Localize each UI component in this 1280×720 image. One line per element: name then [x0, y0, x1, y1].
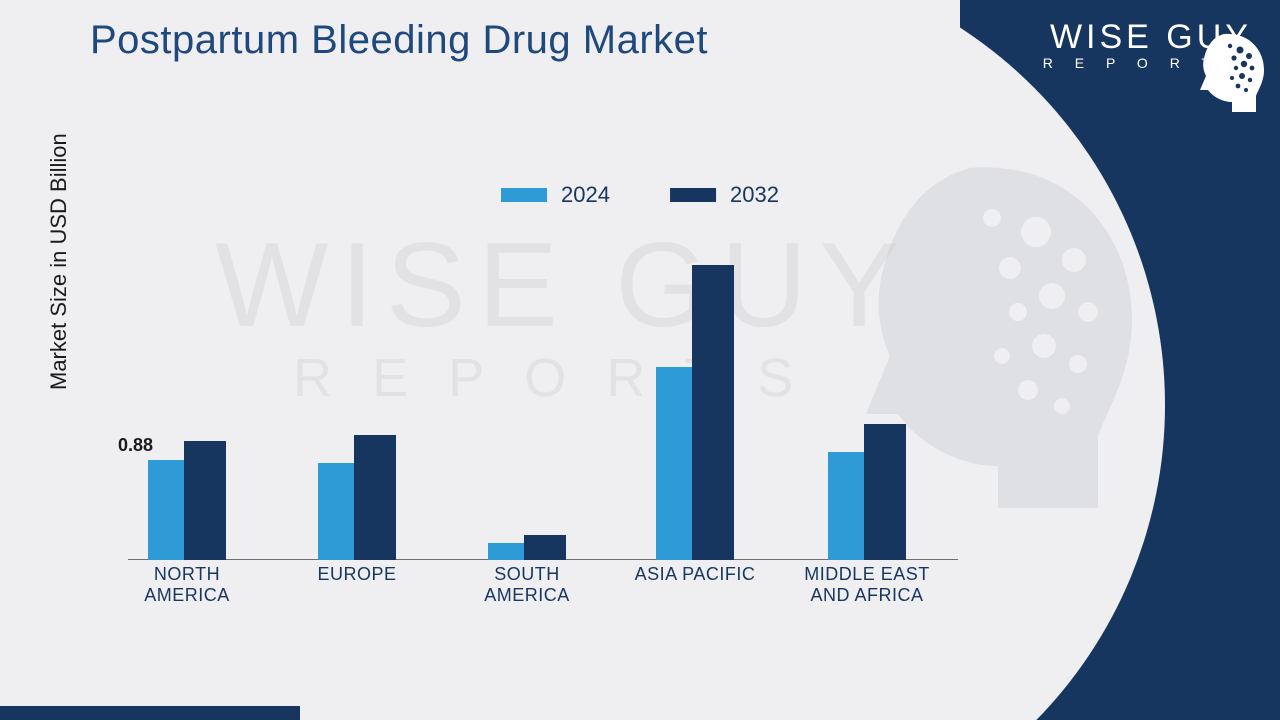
chart-plot-area: NORTH AMERICAEUROPESOUTH AMERICAASIA PAC…	[128, 220, 958, 560]
bar-group	[828, 424, 906, 560]
brand-logo: WISE GUY R E P O R T S	[1043, 18, 1252, 71]
chart-title: Postpartum Bleeding Drug Market	[90, 18, 708, 63]
legend-label-2032: 2032	[730, 182, 779, 208]
bar-group	[148, 441, 226, 560]
bar-group	[488, 535, 566, 560]
legend-item-2032: 2032	[670, 182, 779, 208]
bar-group	[318, 435, 396, 560]
bar	[354, 435, 396, 560]
category-label: MIDDLE EAST AND AFRICA	[797, 564, 937, 605]
bar	[184, 441, 226, 560]
brand-line1: WISE GUY	[1043, 18, 1252, 57]
right-panel-cutout	[960, 0, 1165, 720]
right-panel: WISE GUY R E P O R T S	[960, 0, 1280, 720]
bar	[524, 535, 566, 560]
category-label: NORTH AMERICA	[117, 564, 257, 605]
value-label: 0.88	[118, 435, 153, 456]
category-label: EUROPE	[287, 564, 427, 585]
legend-label-2024: 2024	[561, 182, 610, 208]
bar	[692, 265, 734, 560]
legend: 2024 2032	[501, 182, 779, 208]
category-label: SOUTH AMERICA	[457, 564, 597, 605]
legend-swatch-2024	[501, 188, 547, 202]
brand-line2: R E P O R T S	[1043, 55, 1252, 71]
infographic-canvas: WISE GUY R E P O R T S WISE GUY REPORTS	[0, 0, 1280, 720]
bar-group	[656, 265, 734, 560]
y-axis-label: Market Size in USD Billion	[46, 133, 72, 390]
legend-item-2024: 2024	[501, 182, 610, 208]
bar	[864, 424, 906, 560]
legend-swatch-2032	[670, 188, 716, 202]
category-label: ASIA PACIFIC	[625, 564, 765, 585]
bottom-accent-bar	[0, 706, 300, 720]
